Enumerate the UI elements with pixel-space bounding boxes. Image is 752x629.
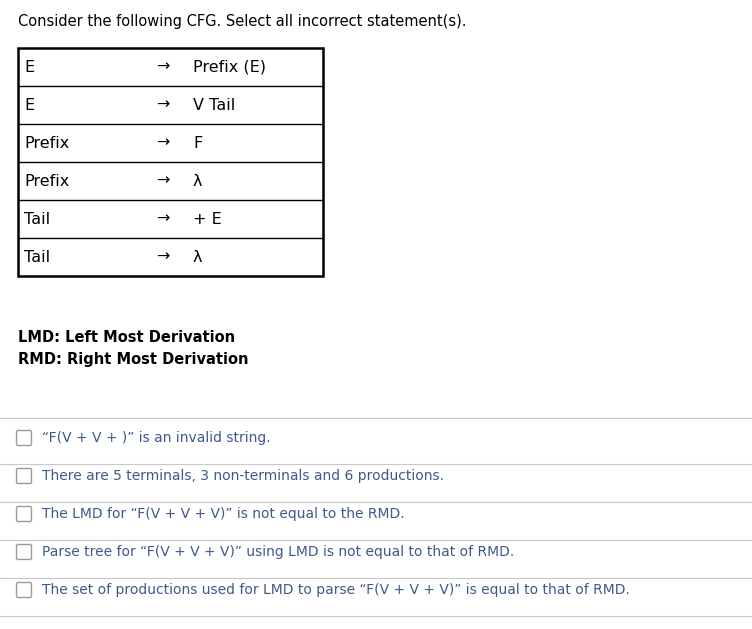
Text: Prefix: Prefix (24, 135, 69, 150)
Text: Tail: Tail (24, 211, 50, 226)
Text: →: → (156, 250, 170, 265)
Text: Prefix: Prefix (24, 174, 69, 189)
Text: + E: + E (193, 211, 222, 226)
Text: →: → (156, 174, 170, 189)
Text: E: E (24, 60, 34, 74)
FancyBboxPatch shape (17, 582, 32, 598)
Text: V Tail: V Tail (193, 97, 235, 113)
Text: F: F (193, 135, 202, 150)
FancyBboxPatch shape (17, 430, 32, 445)
FancyBboxPatch shape (17, 469, 32, 484)
Text: The LMD for “F(V + V + V)” is not equal to the RMD.: The LMD for “F(V + V + V)” is not equal … (42, 507, 405, 521)
Text: E: E (24, 97, 34, 113)
Text: Consider the following CFG. Select all incorrect statement(s).: Consider the following CFG. Select all i… (18, 14, 466, 29)
Text: λ: λ (193, 174, 202, 189)
Text: RMD: Right Most Derivation: RMD: Right Most Derivation (18, 352, 248, 367)
Text: There are 5 terminals, 3 non-terminals and 6 productions.: There are 5 terminals, 3 non-terminals a… (42, 469, 444, 483)
Text: The set of productions used for LMD to parse “F(V + V + V)” is equal to that of : The set of productions used for LMD to p… (42, 583, 630, 597)
FancyBboxPatch shape (17, 506, 32, 521)
Text: →: → (156, 211, 170, 226)
Text: LMD: Left Most Derivation: LMD: Left Most Derivation (18, 330, 235, 345)
Text: Prefix (E): Prefix (E) (193, 60, 266, 74)
Bar (18, 48, 323, 276)
Text: Parse tree for “F(V + V + V)” using LMD is not equal to that of RMD.: Parse tree for “F(V + V + V)” using LMD … (42, 545, 514, 559)
Text: →: → (156, 135, 170, 150)
Text: “F(V + V + )” is an invalid string.: “F(V + V + )” is an invalid string. (42, 431, 271, 445)
Text: Tail: Tail (24, 250, 50, 265)
FancyBboxPatch shape (17, 545, 32, 560)
Text: →: → (156, 97, 170, 113)
Text: λ: λ (193, 250, 202, 265)
Text: →: → (156, 60, 170, 74)
